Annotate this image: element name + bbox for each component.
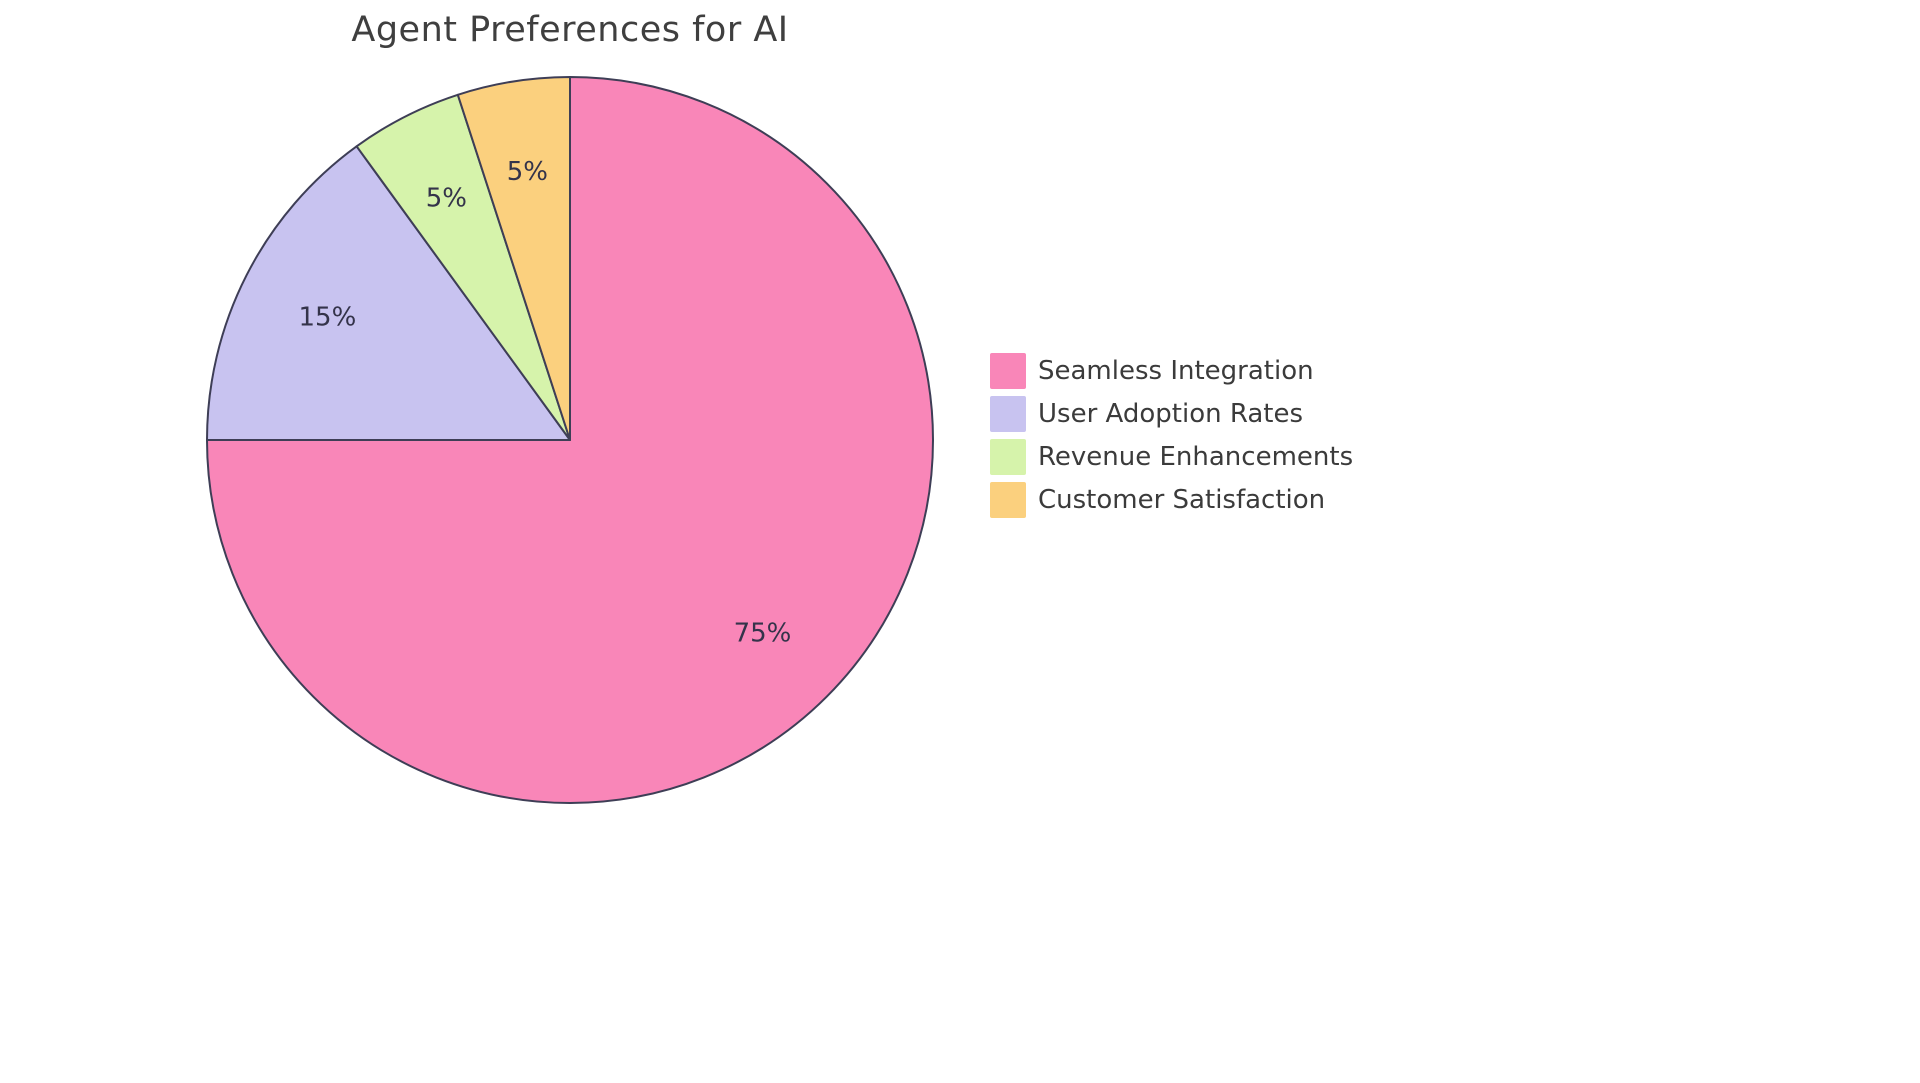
- slice-percentage-label: 15%: [299, 302, 357, 332]
- pie-slice-2: [206, 145, 571, 441]
- pie-chart: 75% 15% 5% 5%: [206, 76, 934, 804]
- chart-title: Agent Preferences for AI: [351, 10, 789, 50]
- legend-label: User Adoption Rates: [1038, 399, 1304, 429]
- legend-label: Revenue Enhancements: [1038, 442, 1354, 472]
- legend-swatch: [990, 396, 1026, 432]
- legend: Seamless Integration User Adoption Rates R…: [990, 353, 1353, 518]
- pie-slice-4: [456, 76, 571, 441]
- slice-percentage-label: 5%: [426, 183, 467, 213]
- slice-percentage-label: 75%: [734, 619, 792, 649]
- legend-item: User Adoption Rates: [990, 396, 1353, 432]
- legend-swatch: [990, 482, 1026, 518]
- legend-swatch: [990, 353, 1026, 389]
- legend-item: Customer Satisfaction: [990, 482, 1353, 518]
- legend-item: Revenue Enhancements: [990, 439, 1353, 475]
- legend-swatch: [990, 439, 1026, 475]
- legend-item: Seamless Integration: [990, 353, 1353, 389]
- slice-percentage-label: 5%: [507, 157, 548, 187]
- legend-label: Customer Satisfaction: [1038, 485, 1326, 515]
- legend-label: Seamless Integration: [1038, 356, 1314, 386]
